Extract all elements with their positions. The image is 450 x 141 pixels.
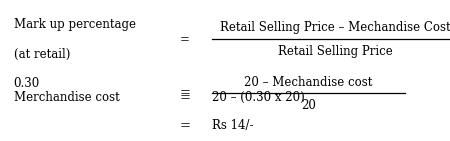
Text: 20 – (0.30 x 20): 20 – (0.30 x 20) — [212, 91, 304, 104]
Text: Retail Selling Price: Retail Selling Price — [278, 45, 392, 58]
Text: Merchandise cost: Merchandise cost — [14, 91, 119, 104]
Text: =: = — [180, 87, 191, 100]
Text: Rs 14/-: Rs 14/- — [212, 119, 253, 132]
Text: (at retail): (at retail) — [14, 48, 70, 61]
Text: =: = — [180, 119, 191, 132]
Text: Mark up percentage: Mark up percentage — [14, 18, 135, 31]
Text: =: = — [180, 33, 190, 46]
Text: =: = — [180, 91, 191, 104]
Text: 20: 20 — [301, 99, 316, 112]
Text: Retail Selling Price – Mechandise Cost: Retail Selling Price – Mechandise Cost — [220, 21, 450, 34]
Text: 0.30: 0.30 — [14, 77, 40, 90]
Text: 20 – Mechandise cost: 20 – Mechandise cost — [244, 76, 373, 89]
